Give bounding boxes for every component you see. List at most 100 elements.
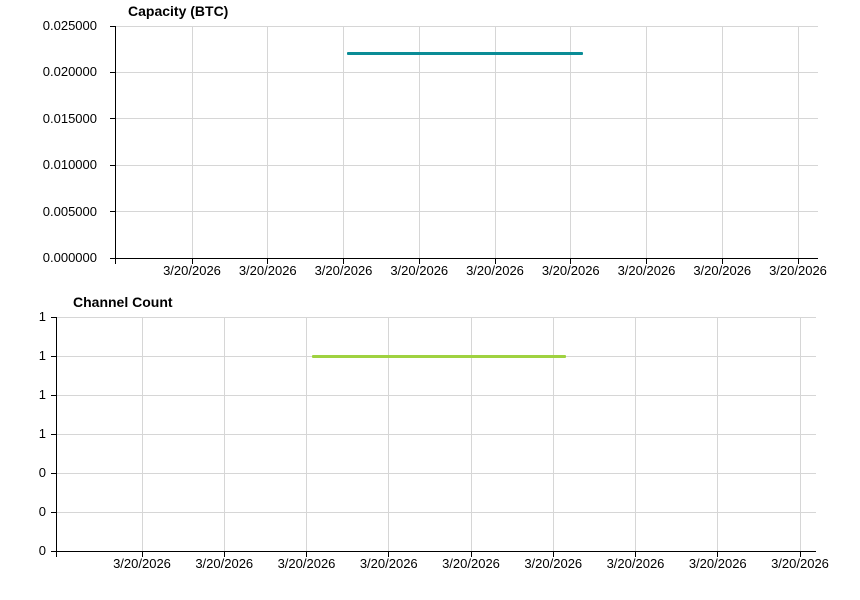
x-tick-mark <box>797 258 799 264</box>
v-gridline <box>797 26 799 258</box>
v-gridline <box>388 317 390 551</box>
y-axis-line <box>115 26 116 258</box>
h-gridline <box>116 211 818 213</box>
x-tick-label: 3/20/2026 <box>541 263 600 278</box>
x-tick-mark <box>646 258 647 264</box>
x-tick-label: 3/20/2026 <box>771 556 829 571</box>
channel-count-chart-title: Channel Count <box>73 294 173 310</box>
h-gridline <box>116 71 818 73</box>
y-tick-mark <box>110 71 116 73</box>
y-tick-mark <box>51 472 57 474</box>
x-tick-mark <box>267 258 269 264</box>
y-tick-label: 0.010000 <box>42 157 97 173</box>
y-tick-label: 0 <box>38 465 46 480</box>
x-tick-mark <box>418 258 420 264</box>
h-gridline <box>57 316 816 318</box>
y-tick-label: 0.005000 <box>42 203 97 219</box>
x-tick-mark <box>388 551 390 557</box>
y-tick-label: 0.015000 <box>42 110 97 126</box>
x-tick-label: 3/20/2026 <box>466 263 524 278</box>
v-gridline <box>141 317 143 551</box>
x-tick-mark <box>635 551 636 557</box>
y-tick-mark <box>110 211 116 213</box>
x-tick-label: 3/20/2026 <box>195 556 254 571</box>
x-tick-label: 3/20/2026 <box>606 556 665 571</box>
x-tick-label: 3/20/2026 <box>688 556 747 571</box>
h-gridline <box>57 511 816 513</box>
x-tick-mark <box>141 551 143 557</box>
v-gridline <box>570 26 572 258</box>
y-tick-mark <box>110 25 116 27</box>
x-tick-label: 3/20/2026 <box>442 556 500 571</box>
v-gridline <box>223 317 225 551</box>
x-tick-mark <box>470 551 472 557</box>
y-tick-label: 0.000000 <box>42 250 97 265</box>
v-gridline <box>646 26 647 258</box>
series-line-capacity-btc- <box>346 52 583 56</box>
x-tick-label: 3/20/2026 <box>277 556 336 571</box>
capacity-chart-title: Capacity (BTC) <box>128 3 229 19</box>
y-tick-mark <box>110 164 116 166</box>
x-tick-label: 3/20/2026 <box>693 263 752 278</box>
y-tick-label: 1 <box>38 387 46 402</box>
y-tick-mark <box>110 118 116 120</box>
y-tick-mark <box>51 550 57 552</box>
v-gridline <box>267 26 269 258</box>
x-axis-line <box>115 258 818 259</box>
y-tick-mark <box>51 355 57 357</box>
h-gridline <box>116 164 818 166</box>
x-tick-label: 3/20/2026 <box>314 263 373 278</box>
y-tick-mark <box>51 433 57 435</box>
x-tick-mark <box>552 551 554 557</box>
v-gridline <box>470 317 472 551</box>
v-gridline <box>343 26 344 258</box>
v-gridline <box>191 26 193 258</box>
x-tick-label: 3/20/2026 <box>359 556 418 571</box>
y-tick-mark <box>51 316 57 318</box>
h-gridline <box>57 472 816 474</box>
x-axis-corner-tick <box>115 258 116 264</box>
x-tick-mark <box>721 258 723 264</box>
v-gridline <box>306 317 307 551</box>
x-tick-label: 3/20/2026 <box>769 263 827 278</box>
series-line-channel-count <box>312 354 566 358</box>
v-gridline <box>418 26 420 258</box>
y-tick-label: 1 <box>38 348 46 363</box>
y-tick-mark <box>110 257 116 259</box>
x-tick-label: 3/20/2026 <box>524 556 583 571</box>
h-gridline <box>116 25 818 27</box>
x-axis-line <box>56 551 816 552</box>
y-tick-label: 0 <box>38 543 46 558</box>
x-tick-mark <box>191 258 193 264</box>
x-tick-mark <box>306 551 307 557</box>
x-tick-mark <box>343 258 344 264</box>
h-gridline <box>57 394 816 396</box>
v-gridline <box>494 26 496 258</box>
y-tick-mark <box>51 511 57 513</box>
x-tick-label: 3/20/2026 <box>238 263 297 278</box>
x-tick-label: 3/20/2026 <box>390 263 449 278</box>
h-gridline <box>116 118 818 120</box>
x-axis-corner-tick <box>56 551 57 557</box>
v-gridline <box>635 317 636 551</box>
x-tick-label: 3/20/2026 <box>617 263 676 278</box>
y-tick-label: 0.025000 <box>42 18 97 33</box>
x-tick-mark <box>799 551 801 557</box>
v-gridline <box>717 317 719 551</box>
x-tick-label: 3/20/2026 <box>113 556 171 571</box>
x-tick-mark <box>494 258 496 264</box>
v-gridline <box>799 317 801 551</box>
x-tick-mark <box>223 551 225 557</box>
x-tick-mark <box>570 258 572 264</box>
v-gridline <box>552 317 554 551</box>
x-tick-label: 3/20/2026 <box>163 263 221 278</box>
y-tick-label: 1 <box>38 309 46 324</box>
y-axis-line <box>56 317 57 551</box>
x-tick-mark <box>717 551 719 557</box>
y-tick-label: 1 <box>38 426 46 441</box>
y-tick-label: 0 <box>38 504 46 519</box>
v-gridline <box>721 26 723 258</box>
